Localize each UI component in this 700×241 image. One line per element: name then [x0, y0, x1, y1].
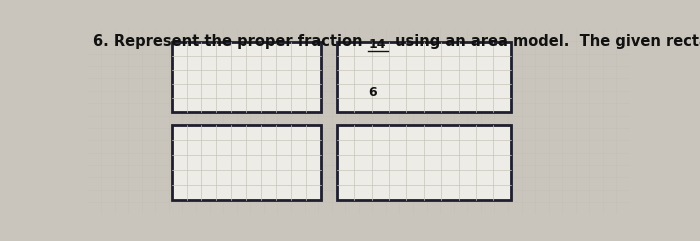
Text: 6: 6 — [369, 87, 377, 100]
Bar — [172, 125, 321, 200]
Text: using an area model.  The given rectangle is the whole (or unit).: using an area model. The given rectangle… — [391, 34, 700, 49]
Bar — [172, 42, 321, 112]
Text: 14: 14 — [369, 38, 386, 51]
Bar — [337, 42, 510, 112]
Bar — [337, 125, 510, 200]
Text: 6. Represent the proper fraction: 6. Represent the proper fraction — [93, 34, 368, 49]
